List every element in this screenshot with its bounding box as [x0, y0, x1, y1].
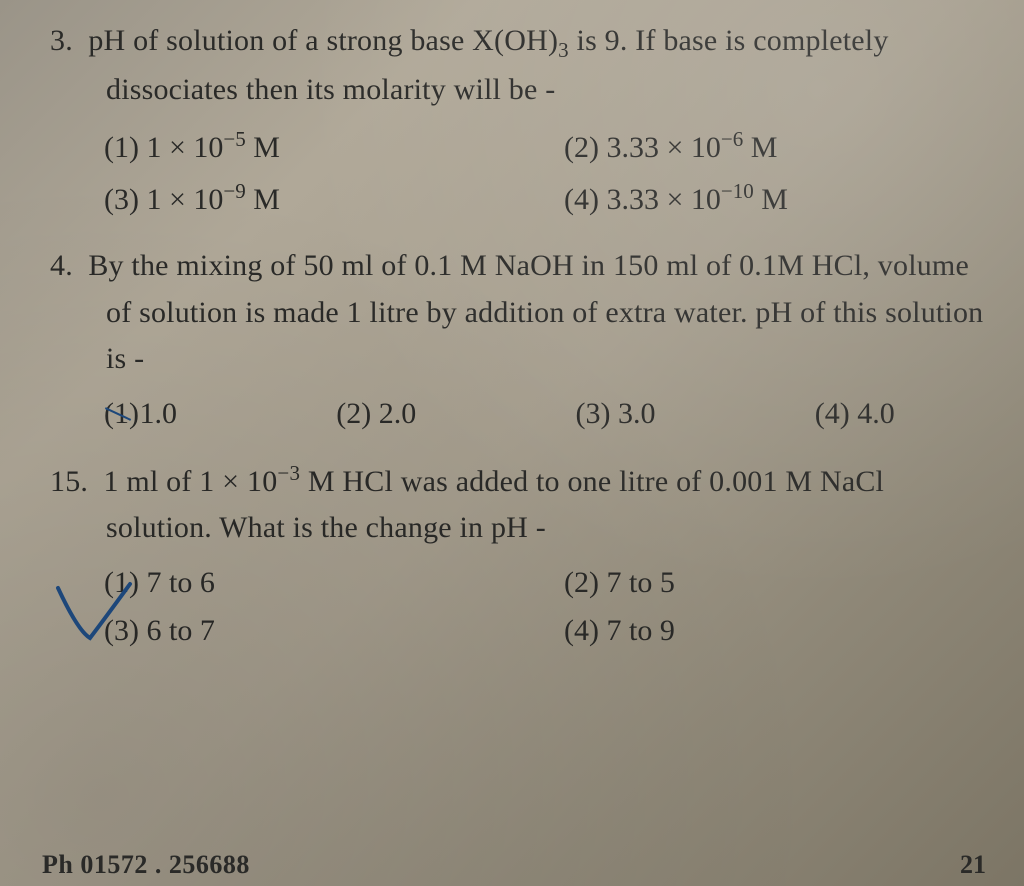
q4-option-4: (4) 4.0	[815, 397, 984, 431]
question-4-number: 4.	[50, 249, 73, 282]
q3-option-1: (1) 1 × 10−5 M	[104, 127, 524, 165]
q4-option-2: (2) 2.0	[336, 397, 505, 431]
question-15-options: (1) 7 to 6 (2) 7 to 5 (3) 6 to 7 (4) 7 t…	[50, 566, 984, 648]
question-3-body: pH of solution of a strong base X(OH)3 i…	[88, 24, 888, 106]
q4-option-1-value: 1.0	[140, 397, 178, 430]
question-15-text: 15. 1 ml of 1 × 10−3 M HCl was added to …	[50, 457, 984, 552]
q15-option-1: (1) 7 to 6	[104, 566, 524, 600]
question-3-text: 3. pH of solution of a strong base X(OH)…	[50, 18, 984, 113]
q15-option-4: (4) 7 to 9	[564, 614, 984, 648]
question-15-number: 15.	[50, 465, 88, 498]
q3-option-3: (3) 1 × 10−9 M	[104, 179, 524, 217]
footer-page-number: 21	[960, 850, 986, 880]
question-4-text: 4. By the mixing of 50 ml of 0.1 M NaOH …	[50, 243, 984, 383]
question-3-number: 3.	[50, 24, 73, 57]
q3-option-2: (2) 3.33 × 10−6 M	[564, 127, 984, 165]
question-4-body: By the mixing of 50 ml of 0.1 M NaOH in …	[88, 249, 983, 375]
q4-option-1: (1) 1.0	[104, 397, 266, 431]
question-15: 15. 1 ml of 1 × 10−3 M HCl was added to …	[50, 457, 984, 648]
q15-option-2: (2) 7 to 5	[564, 566, 984, 600]
question-3-options: (1) 1 × 10−5 M (2) 3.33 × 10−6 M (3) 1 ×…	[50, 127, 984, 217]
strike-mark: (1)	[104, 397, 132, 431]
question-15-body: 1 ml of 1 × 10−3 M HCl was added to one …	[104, 465, 885, 545]
question-4-options: (1) 1.0 (2) 2.0 (3) 3.0 (4) 4.0	[50, 397, 984, 431]
question-3: 3. pH of solution of a strong base X(OH)…	[50, 18, 984, 217]
question-4: 4. By the mixing of 50 ml of 0.1 M NaOH …	[50, 243, 984, 431]
footer-phone: Ph 01572 . 256688	[42, 850, 250, 880]
page-content: 3. pH of solution of a strong base X(OH)…	[0, 0, 1024, 694]
q3-option-4: (4) 3.33 × 10−10 M	[564, 179, 984, 217]
q4-option-3: (3) 3.0	[576, 397, 745, 431]
q15-option-3: (3) 6 to 7	[104, 614, 524, 648]
